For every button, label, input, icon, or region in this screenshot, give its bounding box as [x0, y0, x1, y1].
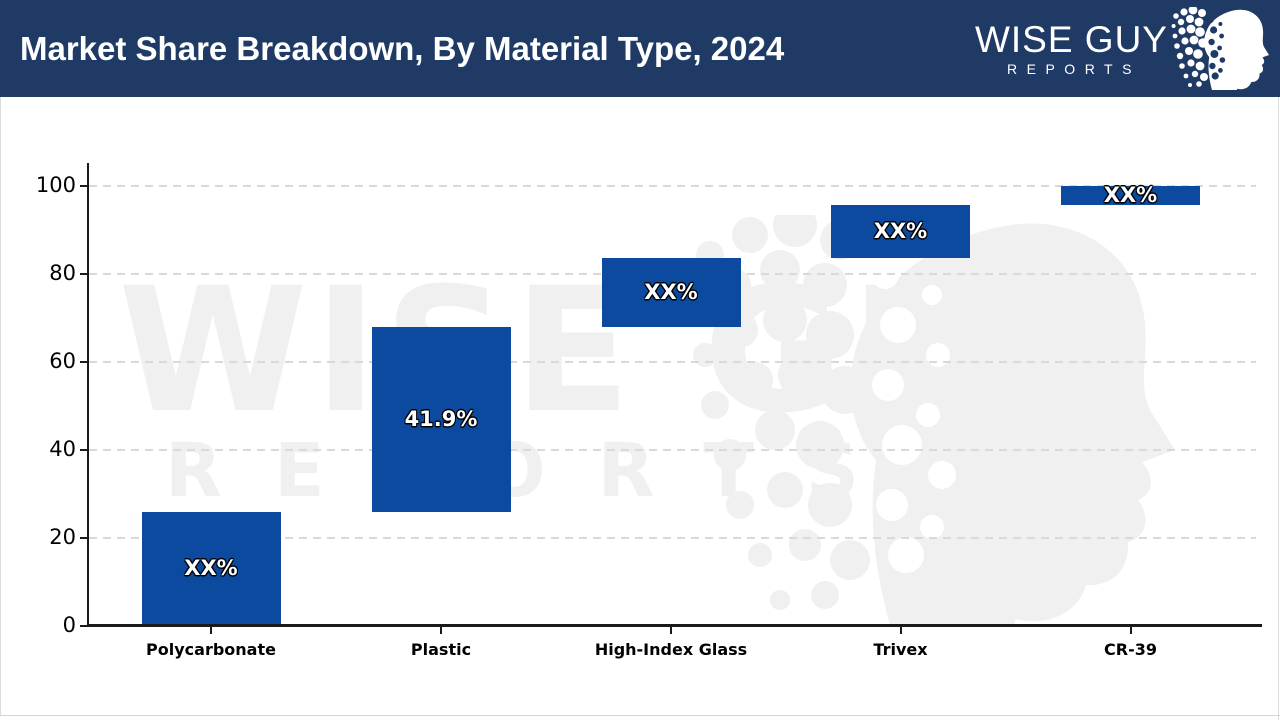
bar-value-label: XX% [1103, 182, 1158, 207]
x-tick-mark [440, 627, 442, 634]
gridline [89, 361, 1256, 363]
logo-text: WISE GUY REPORTS [974, 19, 1168, 77]
wiseguy-head-icon [1171, 7, 1269, 91]
y-tick-mark [80, 361, 88, 363]
x-tick-label: High-Index Glass [594, 640, 748, 659]
x-tick-mark [670, 627, 672, 634]
y-axis-line [87, 163, 89, 627]
bar-value-label: 41.9% [404, 406, 478, 431]
bar: XX% [1061, 182, 1200, 207]
x-axis-line [87, 624, 1262, 627]
right-border [1278, 97, 1279, 720]
header: Market Share Breakdown, By Material Type… [0, 0, 1280, 97]
x-tick-mark [1129, 627, 1132, 634]
logo-wordmark: WISE GUY [974, 19, 1168, 61]
bar-value-label: XX% [644, 280, 698, 305]
bar-value-label: XX% [873, 219, 928, 244]
bar: 41.9% [371, 327, 511, 512]
logo-subtext: REPORTS [1007, 60, 1141, 77]
bar: XX% [831, 204, 970, 259]
y-tick-label: 60 [49, 349, 76, 373]
y-tick-label: 100 [35, 173, 76, 197]
x-tick-label: CR-39 [1104, 640, 1157, 659]
y-tick-label: 0 [62, 613, 76, 637]
bar: XX% [141, 511, 281, 626]
gridline [89, 537, 1256, 539]
wiseguy-logo: WISE GUY REPORTS [975, 4, 1270, 94]
y-tick-mark [80, 537, 88, 539]
y-tick-mark [80, 273, 88, 275]
gridline [89, 185, 1256, 187]
watermark-head-icon [688, 215, 1175, 625]
left-border [0, 97, 1, 715]
y-tick-mark [80, 625, 88, 627]
x-tick-label: Trivex [873, 640, 928, 659]
y-tick-mark [80, 449, 88, 451]
gridline [89, 449, 1256, 451]
x-tick-mark [210, 627, 212, 634]
y-tick-mark [80, 185, 88, 187]
y-tick-label: 40 [49, 437, 76, 461]
bottom-border [0, 715, 1280, 716]
bar-value-label: XX% [184, 556, 238, 581]
bar: XX% [601, 258, 741, 328]
x-tick-mark [899, 627, 902, 634]
x-tick-label: Polycarbonate [146, 640, 276, 659]
y-tick-label: 20 [49, 525, 76, 549]
x-tick-label: Plastic [410, 640, 472, 659]
page-title: Market Share Breakdown, By Material Type… [20, 29, 785, 67]
y-tick-label: 80 [49, 261, 76, 285]
